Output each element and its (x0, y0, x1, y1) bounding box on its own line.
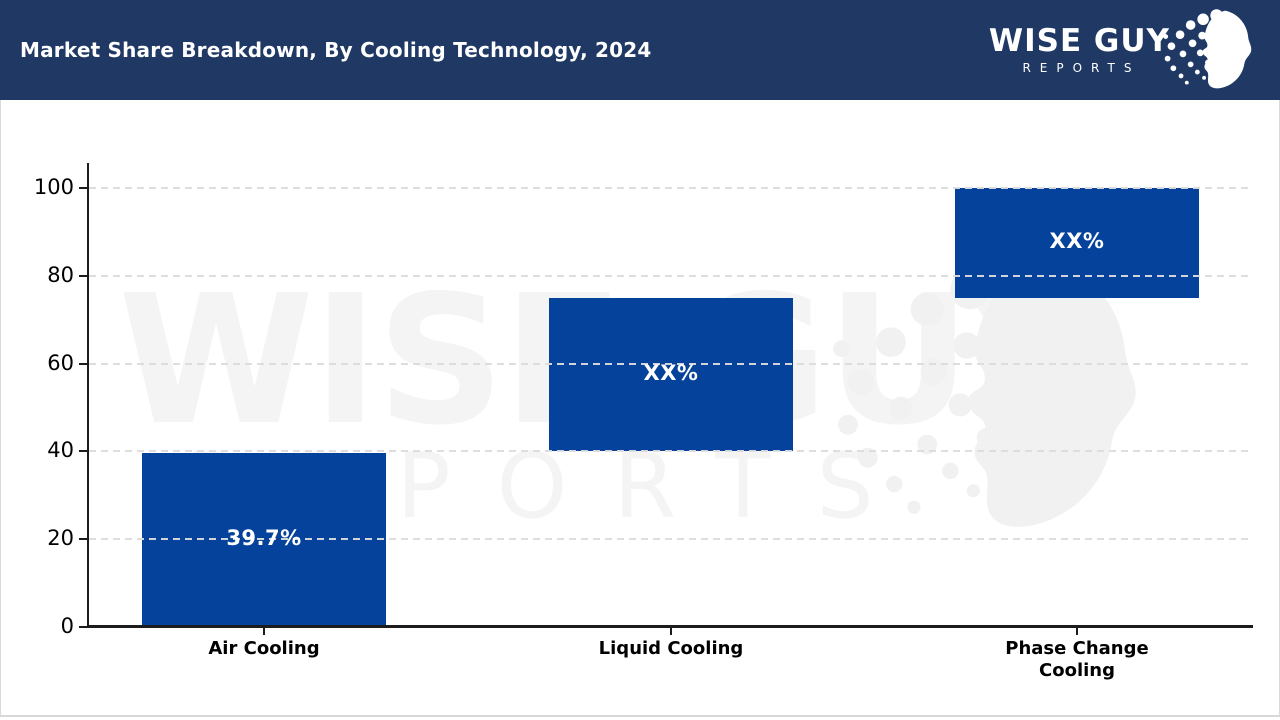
bar-value-label: XX% (643, 360, 699, 385)
y-tick (79, 538, 88, 541)
y-tick (79, 450, 88, 453)
watermark-face-icon (815, 205, 1145, 589)
gridline (89, 187, 1253, 189)
y-tick-label: 100 (33, 175, 74, 199)
brand-logo: WISE GUY REPORTS (989, 9, 1254, 91)
bar-segment (955, 188, 1199, 298)
bar-segment (549, 297, 793, 452)
brand-name: WISE GUY (988, 23, 1170, 59)
x-tick (263, 628, 265, 635)
y-tick-label: 60 (47, 350, 74, 375)
y-tick (79, 187, 88, 189)
category-label: Air Cooling (208, 638, 320, 659)
gridline (89, 538, 1253, 541)
y-tick-label: 40 (47, 438, 74, 463)
bar-value-label: XX% (1049, 228, 1105, 253)
x-tick (670, 628, 672, 635)
gridline (89, 362, 1253, 365)
y-tick-label: 80 (47, 262, 74, 287)
gridline (89, 274, 1253, 277)
page-title: Market Share Breakdown, By Cooling Techn… (20, 38, 652, 62)
brand-subtitle: REPORTS (1022, 61, 1141, 75)
x-axis-line (87, 625, 1253, 628)
y-tick (79, 362, 88, 365)
header-bar: Market Share Breakdown, By Cooling Techn… (0, 0, 1280, 100)
y-tick (79, 274, 88, 277)
logo-face-icon (1163, 9, 1254, 91)
y-axis-line (87, 163, 89, 627)
category-label: Phase Change Cooling (1005, 638, 1149, 681)
y-tick-label: 20 (47, 526, 74, 551)
bar-value-label: 39.7% (226, 525, 302, 550)
x-tick (1076, 628, 1078, 635)
brand-logo-text: WISE GUY REPORTS (988, 23, 1170, 75)
y-tick (79, 626, 88, 628)
category-label: Liquid Cooling (598, 638, 744, 659)
y-tick-label: 0 (60, 614, 74, 638)
gridline (89, 450, 1253, 453)
